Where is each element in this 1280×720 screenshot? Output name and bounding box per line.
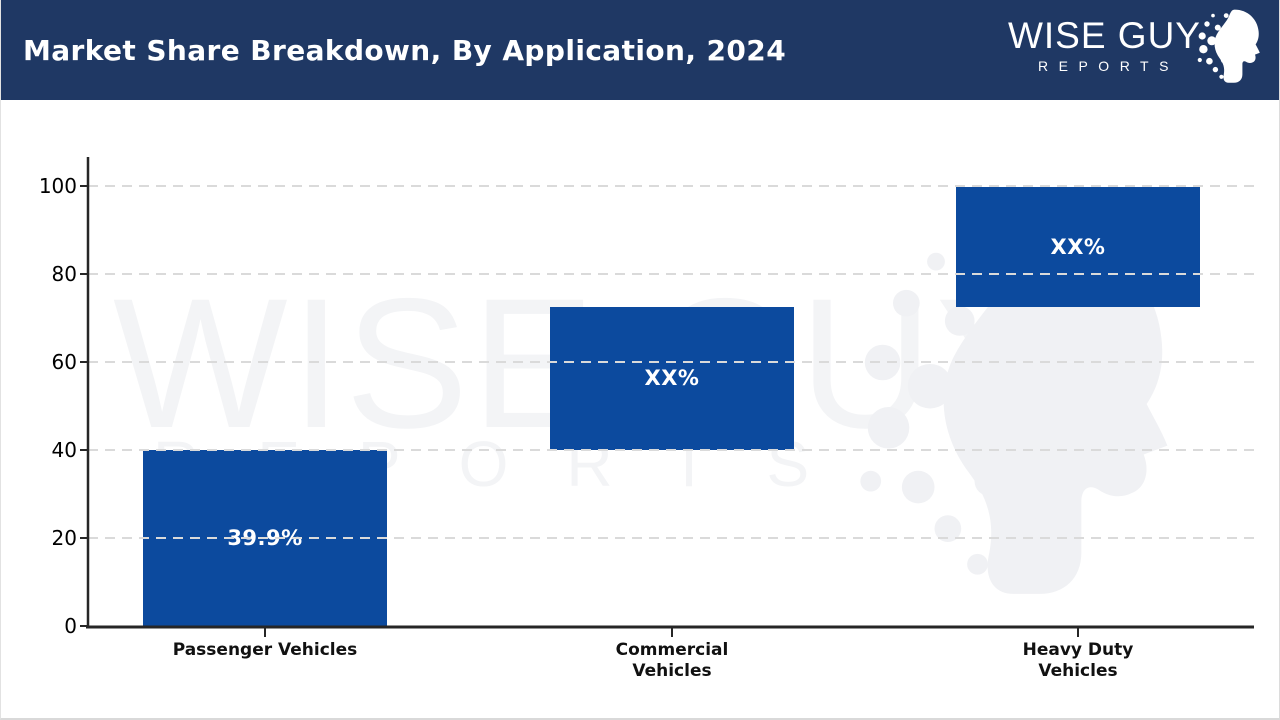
logo-head-icon (1197, 9, 1260, 83)
bar-passenger-vehicles: 39.9% (143, 450, 387, 626)
header-bar: Market Share Breakdown, By Application, … (1, 0, 1279, 100)
logo-wordmark: WISE GUY (1007, 15, 1201, 57)
bar-value-label: XX% (1050, 234, 1106, 259)
bar-value-label: XX% (644, 366, 700, 391)
x-category-label-heavy-duty-vehicles: Heavy Duty Vehicles (1022, 640, 1134, 681)
x-category-label-passenger-vehicles: Passenger Vehicles (172, 640, 358, 660)
y-tick-label: 80 (51, 262, 77, 286)
y-tick-label: 0 (64, 614, 77, 638)
wise-guy-reports-logo: WISE GUY REPORTS (1008, 5, 1267, 85)
x-category-label-commercial-vehicles: Commercial Vehicles (615, 640, 729, 681)
logo-tagline: REPORTS (1038, 57, 1179, 74)
y-tick-label: 100 (38, 174, 77, 198)
y-tick-label: 60 (51, 350, 77, 374)
page-title: Market Share Breakdown, By Application, … (23, 33, 787, 67)
y-tick-label: 20 (51, 526, 77, 550)
bar-heavy-duty-vehicles: XX% (956, 187, 1200, 307)
logo-text-block: WISE GUY REPORTS (1007, 15, 1201, 74)
y-tick-label: 40 (51, 438, 77, 462)
bar-value-label: 39.9% (227, 526, 303, 551)
bar-commercial-vehicles: XX% (550, 306, 794, 451)
